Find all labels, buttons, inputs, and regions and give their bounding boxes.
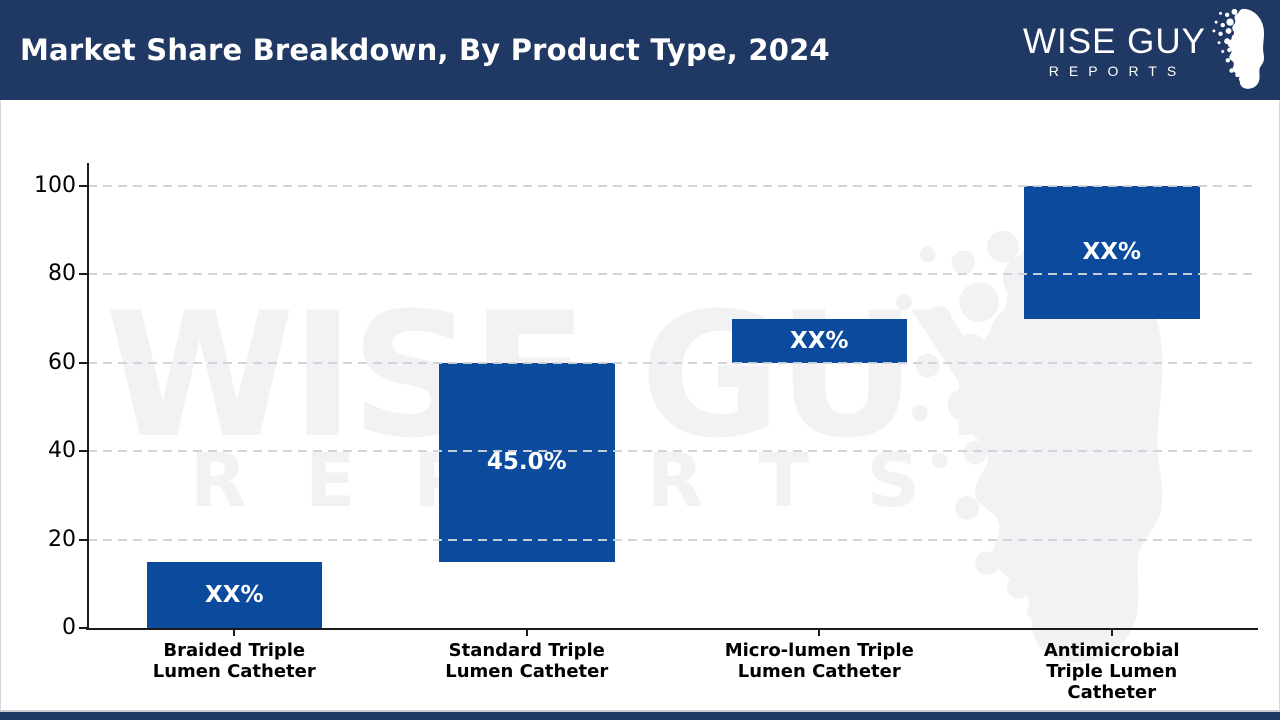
footer-bar bbox=[0, 712, 1280, 720]
bar-value-label: XX% bbox=[204, 581, 264, 608]
y-tick-mark bbox=[79, 273, 87, 276]
category-label-line: Lumen Catheter bbox=[445, 661, 609, 682]
footer-hairline bbox=[0, 710, 1280, 712]
x-axis-spine bbox=[86, 628, 1258, 630]
y-tick-label: 80 bbox=[48, 261, 76, 287]
page-title: Market Share Breakdown, By Product Type,… bbox=[20, 33, 830, 67]
category-label-line: Antimicrobial bbox=[1043, 640, 1180, 661]
category-label-line: Lumen Catheter bbox=[152, 661, 316, 682]
gridline bbox=[88, 361, 1258, 364]
y-tick-mark bbox=[79, 450, 87, 453]
y-tick-label: 20 bbox=[48, 526, 76, 552]
header-bar: Market Share Breakdown, By Product Type,… bbox=[0, 0, 1280, 100]
y-tick-label: 40 bbox=[48, 438, 76, 464]
y-tick-mark bbox=[79, 361, 87, 364]
x-tick-mark bbox=[233, 628, 236, 636]
y-tick-mark bbox=[79, 185, 87, 187]
x-tick-mark bbox=[1110, 628, 1113, 636]
category-label: Micro-lumen Triple Lumen Catheter bbox=[679, 640, 959, 682]
gridline bbox=[88, 273, 1258, 276]
category-label: Antimicrobial Triple Lumen Catheter bbox=[972, 640, 1252, 703]
category-label: Standard Triple Lumen Catheter bbox=[387, 640, 667, 682]
y-tick-mark bbox=[79, 538, 87, 541]
waterfall-bar: 45.0% bbox=[439, 362, 615, 562]
watermark-dotted-head bbox=[884, 230, 1163, 663]
y-tick-label: 0 bbox=[62, 615, 76, 640]
dotted-head-icon bbox=[1212, 8, 1265, 89]
y-tick-label: 100 bbox=[34, 173, 76, 198]
gridline bbox=[88, 185, 1258, 187]
gridline bbox=[88, 450, 1258, 453]
y-axis-spine bbox=[87, 163, 89, 630]
brand-subname: REPORTS bbox=[1048, 62, 1187, 79]
brand-logo: WISE GUY REPORTS bbox=[1023, 6, 1274, 94]
left-border bbox=[0, 100, 1, 710]
category-label-line: Braided Triple bbox=[163, 640, 306, 661]
category-label-line: Standard Triple bbox=[448, 640, 605, 661]
category-label: Braided Triple Lumen Catheter bbox=[94, 640, 374, 682]
category-label-line: Triple Lumen bbox=[1046, 661, 1178, 682]
bar-value-label: XX% bbox=[1082, 239, 1141, 266]
y-tick-mark bbox=[79, 627, 87, 629]
brand-name: WISE GUY bbox=[1022, 21, 1206, 61]
waterfall-bar: XX% bbox=[146, 561, 322, 628]
waterfall-chart: WISE GUY REPORTS XX%45.0%XX%XX%020406080… bbox=[0, 100, 1280, 710]
bar-value-label: XX% bbox=[789, 327, 849, 354]
x-tick-mark bbox=[818, 628, 821, 636]
y-tick-label: 60 bbox=[48, 349, 76, 375]
x-tick-mark bbox=[525, 628, 528, 636]
gridline bbox=[88, 538, 1258, 541]
category-label-line: Lumen Catheter bbox=[737, 661, 901, 682]
bar-value-label: 45.0% bbox=[486, 449, 567, 476]
waterfall-bar: XX% bbox=[731, 318, 907, 363]
brand-logo-text: WISE GUY REPORTS bbox=[1023, 22, 1206, 79]
waterfall-bar: XX% bbox=[1024, 186, 1200, 319]
category-label-line: Micro-lumen Triple bbox=[724, 640, 914, 661]
category-label-line: Catheter bbox=[1067, 682, 1157, 703]
